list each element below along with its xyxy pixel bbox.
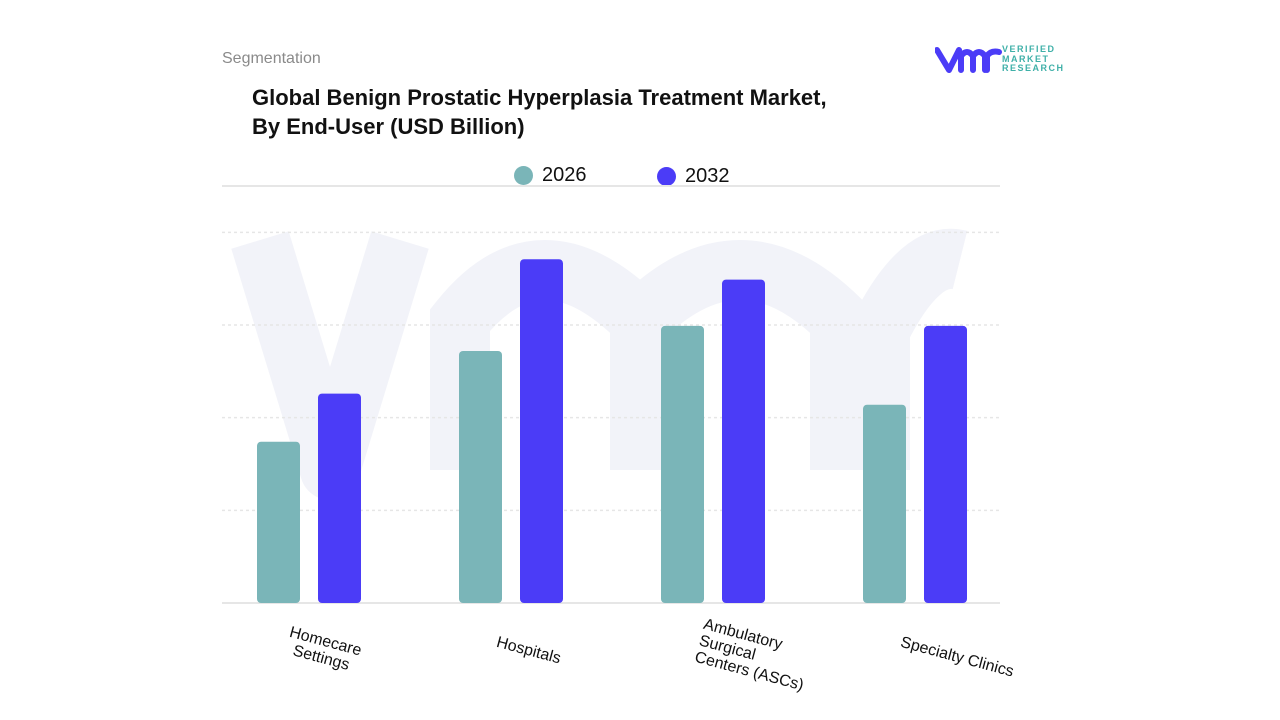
legend-label-2032: 2032 [685,165,730,187]
bar-2026-1 [459,350,502,603]
title-line-1: Global Benign Prostatic Hyperplasia Trea… [252,85,827,110]
bar-2032-0 [318,393,361,603]
legend-swatch-2026 [514,166,533,185]
bar-2032-2 [722,279,765,603]
chart-title: Global Benign Prostatic Hyperplasia Trea… [252,83,827,141]
logo-text: VERIFIED MARKET RESEARCH [1002,44,1065,73]
bar-2032-3 [924,325,967,603]
legend-label-2026: 2026 [542,164,587,186]
vmr-logo-icon [935,47,1002,73]
bar-2026-2 [661,325,704,603]
bar-2032-1 [520,259,563,603]
legend-item-2026: 2026 [514,164,587,187]
bar-2026-0 [257,441,300,603]
segment-label: Segmentation [222,50,321,67]
bar-2026-3 [863,404,906,603]
watermark [231,228,968,500]
legend-swatch-2032 [657,167,676,186]
title-line-2: By End-User (USD Billion) [252,114,525,139]
legend-item-2032: 2032 [657,165,730,188]
